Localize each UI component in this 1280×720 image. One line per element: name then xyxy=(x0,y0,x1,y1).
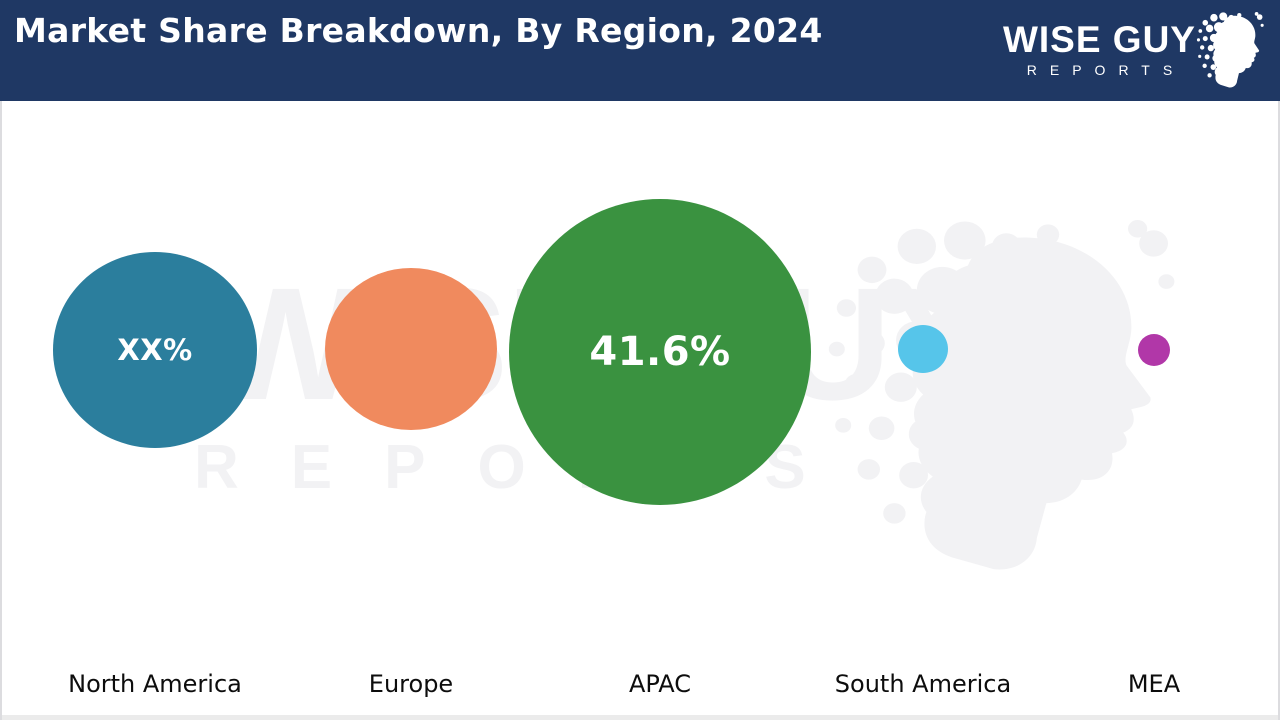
bubble-value-label: XX% xyxy=(117,333,193,367)
wiseguy-head-icon xyxy=(1196,12,1264,88)
logo-reports-text: REPORTS xyxy=(1026,62,1186,78)
header-bar: Market Share Breakdown, By Region, 2024 … xyxy=(0,0,1280,101)
category-label-europe: Europe xyxy=(368,670,454,698)
category-label-mea: MEA xyxy=(1127,670,1181,698)
bubble-value-label: 41.6% xyxy=(589,329,731,375)
bubble-europe xyxy=(325,268,497,430)
category-label-apac: APAC xyxy=(628,670,692,698)
bubble-north-america: XX% xyxy=(53,252,257,448)
bubble-apac: 41.6% xyxy=(509,199,811,505)
bubble-south-america xyxy=(898,325,948,373)
page-title: Market Share Breakdown, By Region, 2024 xyxy=(14,11,823,50)
logo-wiseguy-text: WISE GUY xyxy=(1002,19,1196,60)
brand-logo-text: WISE GUY REPORTS xyxy=(1002,19,1196,79)
watermark-head-icon xyxy=(828,220,1175,570)
bottom-border xyxy=(2,715,1278,720)
category-label-north-america: North America xyxy=(68,670,242,698)
category-label-south-america: South America xyxy=(834,670,1012,698)
brand-logo: WISE GUY REPORTS xyxy=(1003,6,1268,96)
bubble-mea xyxy=(1138,334,1170,366)
